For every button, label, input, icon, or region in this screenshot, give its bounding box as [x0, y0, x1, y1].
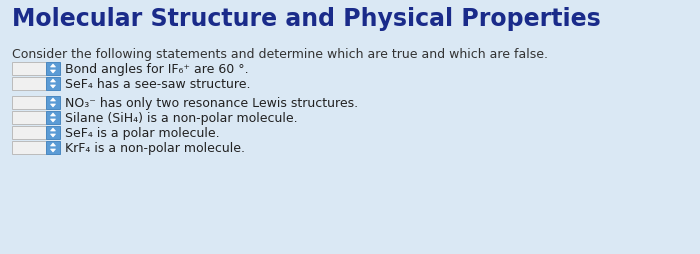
Bar [12, 126, 46, 139]
Polygon shape [50, 65, 55, 68]
Polygon shape [50, 134, 55, 137]
Bar [12, 63, 46, 76]
Text: Consider the following statements and determine which are true and which are fal: Consider the following statements and de… [12, 48, 548, 61]
Polygon shape [50, 80, 55, 83]
Polygon shape [50, 114, 55, 117]
Polygon shape [50, 129, 55, 132]
Bar [46, 78, 60, 91]
Polygon shape [50, 86, 55, 89]
Polygon shape [50, 71, 55, 74]
Bar [46, 112, 60, 124]
Polygon shape [50, 99, 55, 102]
Bar [12, 141, 46, 154]
Polygon shape [50, 149, 55, 152]
Text: SeF₄ has a see-saw structure.: SeF₄ has a see-saw structure. [65, 78, 251, 91]
Bar [12, 112, 46, 124]
Text: Silane (SiH₄) is a non-polar molecule.: Silane (SiH₄) is a non-polar molecule. [65, 112, 298, 124]
Polygon shape [50, 120, 55, 122]
Bar [46, 63, 60, 76]
Text: SeF₄ is a polar molecule.: SeF₄ is a polar molecule. [65, 126, 220, 139]
Text: Bond angles for IF₆⁺ are 60 °.: Bond angles for IF₆⁺ are 60 °. [65, 63, 248, 76]
Polygon shape [50, 144, 55, 146]
Bar [12, 97, 46, 109]
Bar [12, 78, 46, 91]
Text: NO₃⁻ has only two resonance Lewis structures.: NO₃⁻ has only two resonance Lewis struct… [65, 97, 358, 109]
Text: Molecular Structure and Physical Properties: Molecular Structure and Physical Propert… [12, 7, 601, 31]
Bar [46, 126, 60, 139]
Text: KrF₄ is a non-polar molecule.: KrF₄ is a non-polar molecule. [65, 141, 245, 154]
Bar [46, 97, 60, 109]
Polygon shape [50, 105, 55, 108]
Bar [46, 141, 60, 154]
